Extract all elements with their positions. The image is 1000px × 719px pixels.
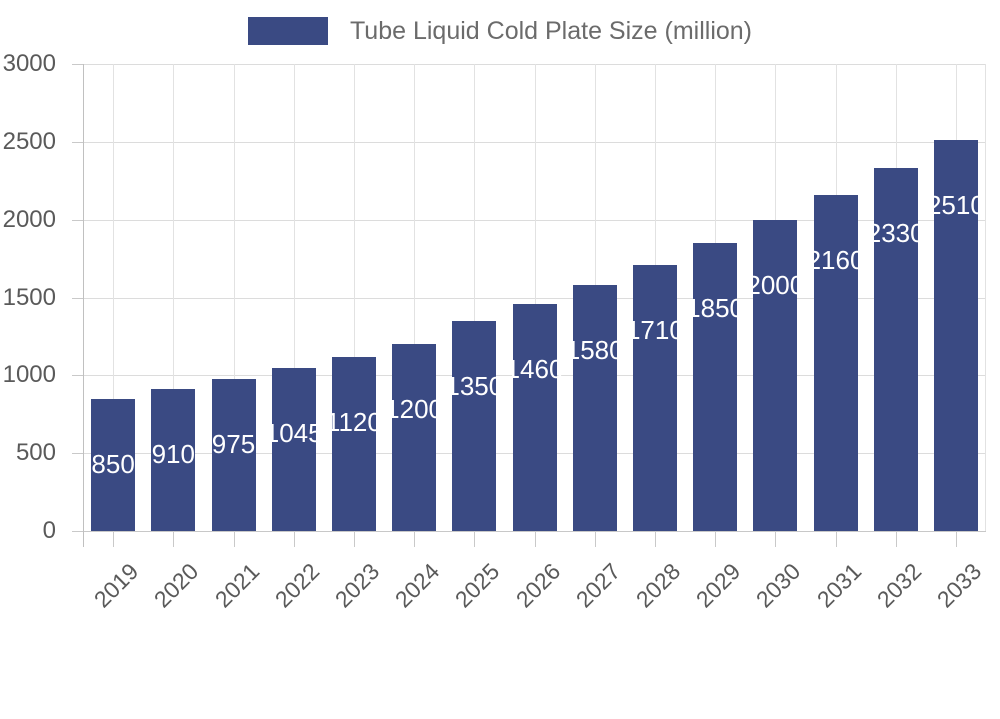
gridline-vertical <box>354 64 355 531</box>
bar-value-label: 1350 <box>445 370 504 401</box>
y-tick-label: 1500 <box>2 283 56 311</box>
x-tick-mark <box>535 531 536 547</box>
bar-value-label: 2330 <box>866 218 925 249</box>
bar[interactable]: 1120 <box>326 356 382 531</box>
bar-value-label: 1460 <box>505 353 564 384</box>
x-tick-mark <box>414 531 415 547</box>
bar[interactable]: 2000 <box>746 219 804 531</box>
bar-value-label: 1200 <box>385 394 444 425</box>
bar[interactable]: 1200 <box>385 344 443 531</box>
bar-value-label: 1045 <box>264 418 323 449</box>
x-tick-mark <box>896 531 897 547</box>
bar[interactable]: 975 <box>211 379 256 531</box>
gridline-horizontal <box>83 297 986 299</box>
x-tick-mark <box>836 531 837 547</box>
y-tick-mark <box>72 64 83 65</box>
bar[interactable]: 2510 <box>927 140 985 531</box>
y-tick-mark <box>72 141 83 143</box>
plot-area: 0 500 1000 1500 2000 2500 3000 850 910 975 1045 11… <box>3 50 987 613</box>
plot-right-edge <box>985 64 986 531</box>
y-axis-spine <box>83 64 84 547</box>
x-tick-mark <box>474 531 475 547</box>
x-tick-mark <box>715 531 716 547</box>
bar-value-label: 910 <box>151 439 195 470</box>
y-tick-label: 500 <box>15 439 56 467</box>
bar-value-label: 2510 <box>926 190 985 221</box>
bar-value-label: 1850 <box>686 293 745 324</box>
bar[interactable]: 2330 <box>867 168 925 531</box>
gridline-vertical <box>474 64 475 531</box>
y-tick-mark <box>72 531 83 532</box>
gridline-horizontal <box>83 531 986 532</box>
bar-value-label: 1580 <box>565 335 624 366</box>
bar[interactable]: 1710 <box>626 264 684 531</box>
x-tick-mark <box>294 531 295 547</box>
gridline-horizontal <box>83 141 986 143</box>
bar-value-label: 2000 <box>746 269 805 300</box>
bar-value-label: 1120 <box>325 406 382 437</box>
bar[interactable]: 1850 <box>686 243 744 531</box>
chart-legend: Tube Liquid Cold Plate Size (million) <box>0 12 1000 50</box>
gridline-horizontal <box>83 64 986 65</box>
bar[interactable]: 1045 <box>265 368 323 531</box>
bar[interactable]: 1350 <box>445 320 503 531</box>
legend-label: Tube Liquid Cold Plate Size (million) <box>349 17 753 45</box>
y-tick-label: 0 <box>42 517 56 544</box>
x-tick-mark <box>173 531 174 547</box>
bar[interactable]: 1460 <box>506 303 563 531</box>
y-tick-label: 3000 <box>2 50 56 77</box>
y-tick-mark <box>72 453 83 455</box>
gridline-vertical <box>234 64 235 531</box>
y-tick-label: 1000 <box>2 361 56 389</box>
y-tick-mark <box>72 375 83 377</box>
x-tick-mark <box>113 531 114 547</box>
x-tick-mark <box>775 531 776 547</box>
y-tick-mark <box>72 297 83 299</box>
gridline-vertical <box>113 64 114 531</box>
x-tick-mark <box>655 531 656 547</box>
gridline-vertical <box>173 64 174 531</box>
bar[interactable]: 850 <box>91 398 136 531</box>
gridline-vertical <box>294 64 295 531</box>
legend-color-swatch <box>247 17 328 45</box>
bar[interactable]: 2160 <box>807 194 864 531</box>
bar-value-label: 850 <box>91 448 135 479</box>
bar[interactable]: 910 <box>151 389 196 531</box>
gridline-vertical <box>535 64 536 531</box>
y-tick-mark <box>72 219 83 221</box>
bar-value-label: 975 <box>211 429 256 460</box>
bar-value-label: 2160 <box>806 244 865 275</box>
bar-chart: Tube Liquid Cold Plate Size (million) 0 5… <box>0 12 1000 613</box>
x-tick-mark <box>234 531 235 547</box>
bar-value-label: 1710 <box>625 314 684 345</box>
y-tick-label: 2000 <box>2 205 56 233</box>
x-tick-mark <box>595 531 596 547</box>
x-tick-mark <box>354 531 355 547</box>
y-tick-label: 2500 <box>2 127 56 155</box>
gridline-vertical <box>414 64 415 531</box>
bar[interactable]: 1580 <box>566 285 624 531</box>
gridline-horizontal <box>83 219 986 221</box>
x-tick-mark <box>956 531 957 547</box>
